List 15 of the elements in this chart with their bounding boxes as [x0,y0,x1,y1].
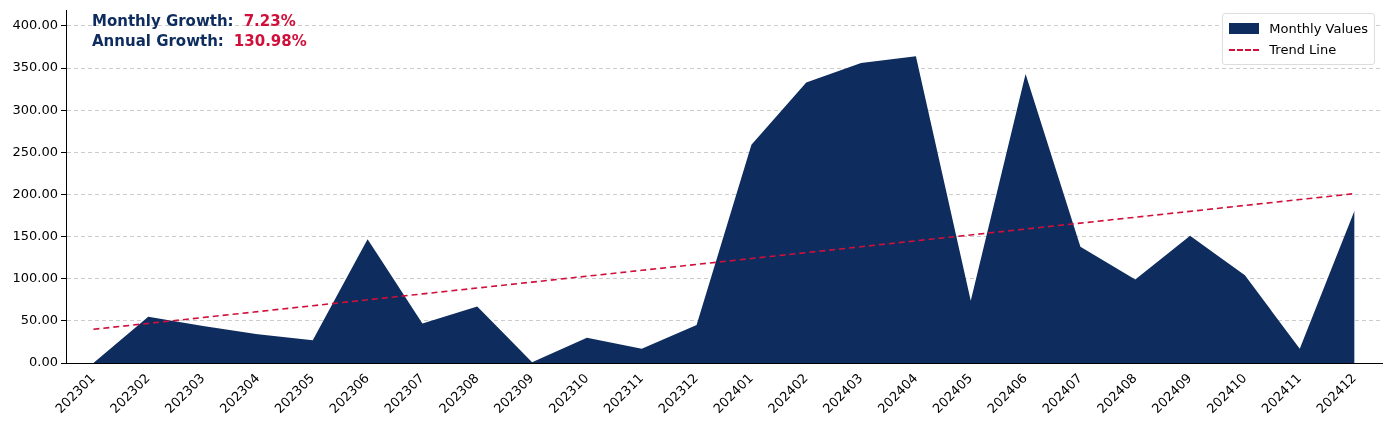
y-tick-label: 0.00 [29,354,58,370]
y-tick-label: 300.00 [12,101,58,117]
y-tick-label: 250.00 [12,143,58,159]
annotation: Annual Growth: [92,32,224,50]
annotation: 7.23% [243,12,296,30]
annotation: 130.98% [233,32,307,50]
y-tick-label: 400.00 [12,17,58,33]
legend-label: Trend Line [1269,42,1337,57]
y-tick-label: 100.00 [12,270,58,286]
y-tick-label: 200.00 [12,185,58,201]
y-tick-label: 50.00 [20,312,58,328]
y-tick-label: 350.00 [12,59,58,75]
annotation: Monthly Growth: [92,12,234,30]
legend-label: Monthly Values [1269,21,1368,36]
y-tick-label: 150.00 [12,227,58,243]
